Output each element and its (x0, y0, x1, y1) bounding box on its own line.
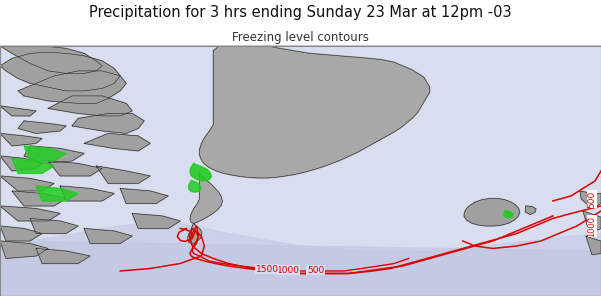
Polygon shape (586, 236, 601, 255)
Polygon shape (0, 52, 120, 91)
Polygon shape (0, 176, 54, 191)
Polygon shape (132, 213, 180, 229)
Polygon shape (30, 218, 78, 234)
Polygon shape (72, 113, 144, 133)
Polygon shape (0, 106, 36, 116)
Text: 1000: 1000 (277, 266, 300, 275)
Text: Precipitation for 3 hrs ending Sunday 23 Mar at 12pm -03: Precipitation for 3 hrs ending Sunday 23… (89, 5, 512, 20)
Polygon shape (464, 198, 520, 226)
Polygon shape (36, 186, 78, 201)
Polygon shape (200, 46, 430, 178)
Polygon shape (0, 241, 601, 296)
Polygon shape (0, 221, 601, 296)
Polygon shape (36, 248, 90, 263)
Polygon shape (120, 189, 168, 203)
Polygon shape (18, 71, 126, 103)
Polygon shape (188, 223, 202, 244)
Polygon shape (12, 191, 66, 206)
Polygon shape (200, 46, 430, 178)
Polygon shape (583, 211, 601, 231)
Polygon shape (504, 210, 513, 218)
Polygon shape (0, 206, 60, 221)
Text: 1000: 1000 (588, 216, 596, 237)
Polygon shape (84, 229, 132, 244)
Polygon shape (525, 206, 536, 215)
Polygon shape (12, 158, 54, 173)
Polygon shape (60, 186, 114, 201)
Polygon shape (190, 173, 222, 223)
Polygon shape (84, 133, 150, 151)
Polygon shape (580, 191, 601, 207)
Text: 500: 500 (307, 266, 324, 275)
Polygon shape (24, 146, 84, 163)
Text: Freezing level contours: Freezing level contours (232, 31, 369, 44)
Polygon shape (190, 163, 212, 181)
Polygon shape (0, 133, 42, 146)
Polygon shape (24, 146, 66, 161)
Polygon shape (0, 226, 42, 241)
Polygon shape (48, 161, 102, 176)
Polygon shape (18, 121, 66, 133)
Text: 1500: 1500 (256, 265, 279, 274)
Polygon shape (0, 156, 42, 171)
Polygon shape (189, 181, 201, 192)
Polygon shape (96, 166, 150, 184)
Text: 500: 500 (588, 191, 596, 208)
Polygon shape (48, 96, 132, 116)
Polygon shape (0, 241, 48, 258)
Polygon shape (0, 46, 102, 73)
